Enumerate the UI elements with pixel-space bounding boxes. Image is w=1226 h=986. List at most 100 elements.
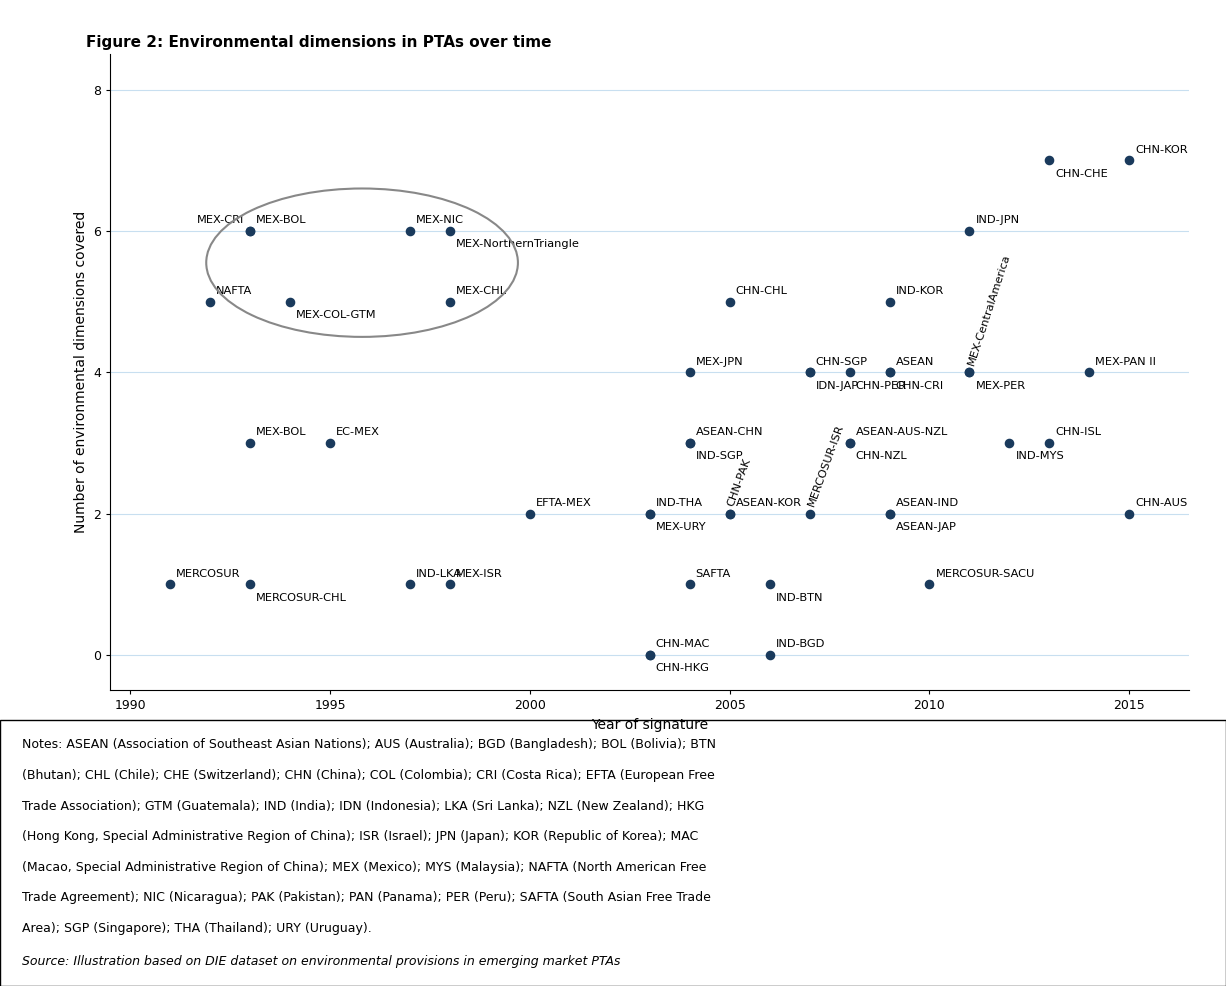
Point — [960, 365, 980, 381]
Point — [200, 294, 219, 310]
Text: ASEAN-CHN: ASEAN-CHN — [695, 427, 764, 437]
Text: IND-LKA: IND-LKA — [416, 569, 462, 579]
Text: CHN-PER: CHN-PER — [856, 381, 906, 390]
Point — [400, 576, 419, 592]
Point — [400, 223, 419, 239]
Text: IND-MYS: IND-MYS — [1015, 452, 1064, 461]
Text: MEX-PER: MEX-PER — [976, 381, 1026, 390]
Point — [240, 223, 260, 239]
Text: ASEAN-AUS-NZL: ASEAN-AUS-NZL — [856, 427, 948, 437]
Text: MEX-COL-GTM: MEX-COL-GTM — [297, 310, 376, 320]
Text: MEX-NIC: MEX-NIC — [416, 215, 463, 225]
Point — [999, 435, 1019, 451]
Text: ASEAN-IND: ASEAN-IND — [895, 498, 959, 508]
Text: IND-KOR: IND-KOR — [895, 286, 944, 296]
Point — [720, 506, 739, 522]
Text: CHN-AUS: CHN-AUS — [1135, 498, 1188, 508]
Text: MEX-CentralAmerica: MEX-CentralAmerica — [966, 252, 1011, 367]
Text: IND-BTN: IND-BTN — [776, 593, 823, 602]
Point — [680, 435, 700, 451]
Point — [1119, 153, 1139, 169]
Text: CHN-KOR: CHN-KOR — [1135, 145, 1188, 155]
Point — [440, 294, 460, 310]
Point — [720, 506, 739, 522]
Text: MERCOSUR-SACU: MERCOSUR-SACU — [935, 569, 1035, 579]
Text: (Hong Kong, Special Administrative Region of China); ISR (Israel); JPN (Japan); : (Hong Kong, Special Administrative Regio… — [22, 830, 699, 843]
Text: MEX-NorthernTriangle: MEX-NorthernTriangle — [456, 240, 580, 249]
Point — [320, 435, 340, 451]
Point — [840, 435, 859, 451]
Text: MEX-JPN: MEX-JPN — [695, 357, 743, 367]
Point — [680, 576, 700, 592]
Text: MERCOSUR-CHL: MERCOSUR-CHL — [256, 593, 347, 602]
Y-axis label: Number of environmental dimensions covered: Number of environmental dimensions cover… — [74, 211, 88, 533]
Point — [240, 435, 260, 451]
Text: ASEAN-JAP: ASEAN-JAP — [895, 522, 956, 532]
Point — [1040, 435, 1059, 451]
Text: ASEAN: ASEAN — [895, 357, 934, 367]
Point — [799, 506, 819, 522]
Text: Figure 2: Environmental dimensions in PTAs over time: Figure 2: Environmental dimensions in PT… — [86, 35, 552, 49]
Point — [880, 506, 900, 522]
Point — [240, 223, 260, 239]
Point — [840, 365, 859, 381]
Text: EFTA-MEX: EFTA-MEX — [536, 498, 592, 508]
Text: Area); SGP (Singapore); THA (Thailand); URY (Uruguay).: Area); SGP (Singapore); THA (Thailand); … — [22, 922, 371, 935]
Point — [640, 506, 660, 522]
Text: MEX-BOL: MEX-BOL — [256, 427, 306, 437]
Point — [1119, 506, 1139, 522]
Point — [960, 365, 980, 381]
Point — [720, 294, 739, 310]
Text: CHN-CHL: CHN-CHL — [736, 286, 787, 296]
Text: CHN-ISL: CHN-ISL — [1056, 427, 1101, 437]
Text: MEX-CHL: MEX-CHL — [456, 286, 508, 296]
Point — [960, 223, 980, 239]
Text: Notes: ASEAN (Association of Southeast Asian Nations); AUS (Australia); BGD (Ban: Notes: ASEAN (Association of Southeast A… — [22, 739, 716, 751]
Text: MERCOSUR: MERCOSUR — [177, 569, 240, 579]
Point — [880, 365, 900, 381]
Point — [880, 506, 900, 522]
Point — [680, 435, 700, 451]
Point — [760, 576, 780, 592]
Text: (Macao, Special Administrative Region of China); MEX (Mexico); MYS (Malaysia); N: (Macao, Special Administrative Region of… — [22, 861, 706, 874]
Point — [640, 647, 660, 663]
X-axis label: Year of signature: Year of signature — [591, 718, 709, 732]
Point — [240, 576, 260, 592]
Point — [440, 223, 460, 239]
Text: IND-THA: IND-THA — [656, 498, 702, 508]
Text: CHN-SGP: CHN-SGP — [815, 357, 868, 367]
Point — [799, 365, 819, 381]
Text: MERCOSUR-ISR: MERCOSUR-ISR — [807, 423, 845, 508]
Point — [1040, 153, 1059, 169]
Point — [440, 576, 460, 592]
Text: Source: Illustration based on DIE dataset on environmental provisions in emergin: Source: Illustration based on DIE datase… — [22, 955, 620, 968]
Text: Trade Agreement); NIC (Nicaragua); PAK (Pakistan); PAN (Panama); PER (Peru); SAF: Trade Agreement); NIC (Nicaragua); PAK (… — [22, 891, 711, 904]
Point — [680, 365, 700, 381]
Text: CHN-CHE: CHN-CHE — [1056, 169, 1108, 178]
Text: CHN-MAC: CHN-MAC — [656, 639, 710, 649]
Point — [640, 506, 660, 522]
Point — [520, 506, 539, 522]
Point — [281, 294, 300, 310]
Point — [920, 576, 939, 592]
Text: MEX-ISR: MEX-ISR — [456, 569, 503, 579]
Text: ASEAN-KOR: ASEAN-KOR — [736, 498, 802, 508]
Text: Trade Association); GTM (Guatemala); IND (India); IDN (Indonesia); LKA (Sri Lank: Trade Association); GTM (Guatemala); IND… — [22, 800, 704, 812]
Point — [840, 435, 859, 451]
Text: IND-SGP: IND-SGP — [695, 452, 743, 461]
Text: CHN-HKG: CHN-HKG — [656, 664, 710, 673]
Point — [799, 365, 819, 381]
Text: EC-MEX: EC-MEX — [336, 427, 380, 437]
Text: IND-JPN: IND-JPN — [976, 215, 1020, 225]
Text: IDN-JAP: IDN-JAP — [815, 381, 858, 390]
Point — [1080, 365, 1100, 381]
Text: CHN-NZL: CHN-NZL — [856, 452, 907, 461]
Point — [880, 365, 900, 381]
Text: CHN-PAK: CHN-PAK — [726, 458, 753, 508]
Text: NAFTA: NAFTA — [216, 286, 253, 296]
Point — [161, 576, 180, 592]
Text: MEX-BOL: MEX-BOL — [256, 215, 306, 225]
Point — [640, 647, 660, 663]
Text: SAFTA: SAFTA — [695, 569, 731, 579]
Point — [880, 294, 900, 310]
